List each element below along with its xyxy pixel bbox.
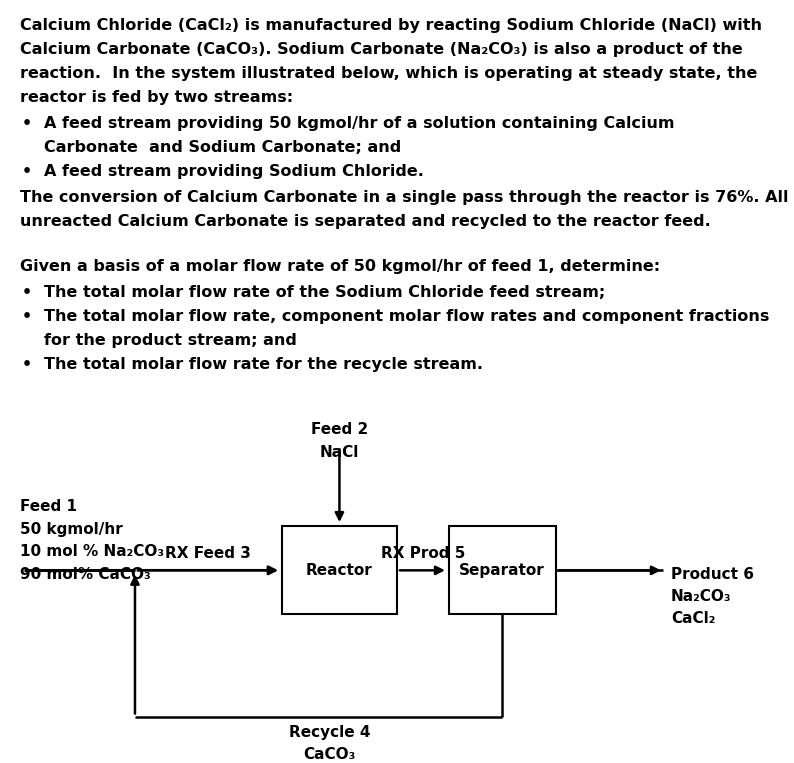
Text: •: • [21, 164, 32, 179]
Text: A feed stream providing Sodium Chloride.: A feed stream providing Sodium Chloride. [44, 164, 423, 179]
Text: Recycle 4: Recycle 4 [289, 725, 370, 740]
Text: The total molar flow rate, component molar flow rates and component fractions: The total molar flow rate, component mol… [44, 309, 769, 324]
Text: A feed stream providing 50 kgmol/hr of a solution containing Calcium: A feed stream providing 50 kgmol/hr of a… [44, 116, 674, 131]
Bar [282, 526, 397, 614]
Text: •: • [21, 285, 32, 300]
Text: The total molar flow rate for the recycle stream.: The total molar flow rate for the recycl… [44, 357, 483, 372]
Text: Separator: Separator [460, 563, 545, 578]
Text: unreacted Calcium Carbonate is separated and recycled to the reactor feed.: unreacted Calcium Carbonate is separated… [20, 214, 711, 230]
Text: NaCl: NaCl [320, 445, 359, 459]
Text: The conversion of Calcium Carbonate in a single pass through the reactor is 76%.: The conversion of Calcium Carbonate in a… [20, 190, 788, 205]
Text: Calcium Chloride (CaCl₂) is manufactured by reacting Sodium Chloride (NaCl) with: Calcium Chloride (CaCl₂) is manufactured… [20, 18, 762, 33]
Text: •: • [21, 116, 32, 131]
Text: Na₂CO₃: Na₂CO₃ [671, 589, 731, 604]
Text: 50 kgmol/hr: 50 kgmol/hr [20, 522, 122, 537]
Text: Reactor: Reactor [306, 563, 373, 578]
Text: •: • [21, 309, 32, 324]
Text: 10 mol % Na₂CO₃: 10 mol % Na₂CO₃ [20, 544, 164, 559]
Text: Given a basis of a molar flow rate of 50 kgmol/hr of feed 1, determine:: Given a basis of a molar flow rate of 50… [20, 259, 660, 274]
Text: Carbonate  and Sodium Carbonate; and: Carbonate and Sodium Carbonate; and [44, 140, 401, 155]
Text: The total molar flow rate of the Sodium Chloride feed stream;: The total molar flow rate of the Sodium … [44, 285, 605, 300]
Text: RX Feed 3: RX Feed 3 [165, 546, 252, 562]
Text: Calcium Carbonate (CaCO₃). Sodium Carbonate (Na₂CO₃) is also a product of the: Calcium Carbonate (CaCO₃). Sodium Carbon… [20, 41, 742, 56]
Text: for the product stream; and: for the product stream; and [44, 333, 296, 348]
Text: RX Prod 5: RX Prod 5 [380, 546, 465, 562]
Text: reaction.  In the system illustrated below, which is operating at steady state, : reaction. In the system illustrated belo… [20, 66, 757, 81]
Text: Feed 2: Feed 2 [310, 422, 368, 437]
Text: CaCl₂: CaCl₂ [671, 611, 715, 626]
Text: Feed 1: Feed 1 [20, 500, 77, 514]
Text: Product 6: Product 6 [671, 566, 754, 581]
Text: reactor is fed by two streams:: reactor is fed by two streams: [20, 89, 293, 105]
Text: 90 mol% CaCO₃: 90 mol% CaCO₃ [20, 566, 151, 581]
Bar [449, 526, 556, 614]
Text: CaCO₃: CaCO₃ [303, 747, 356, 762]
Text: •: • [21, 357, 32, 372]
